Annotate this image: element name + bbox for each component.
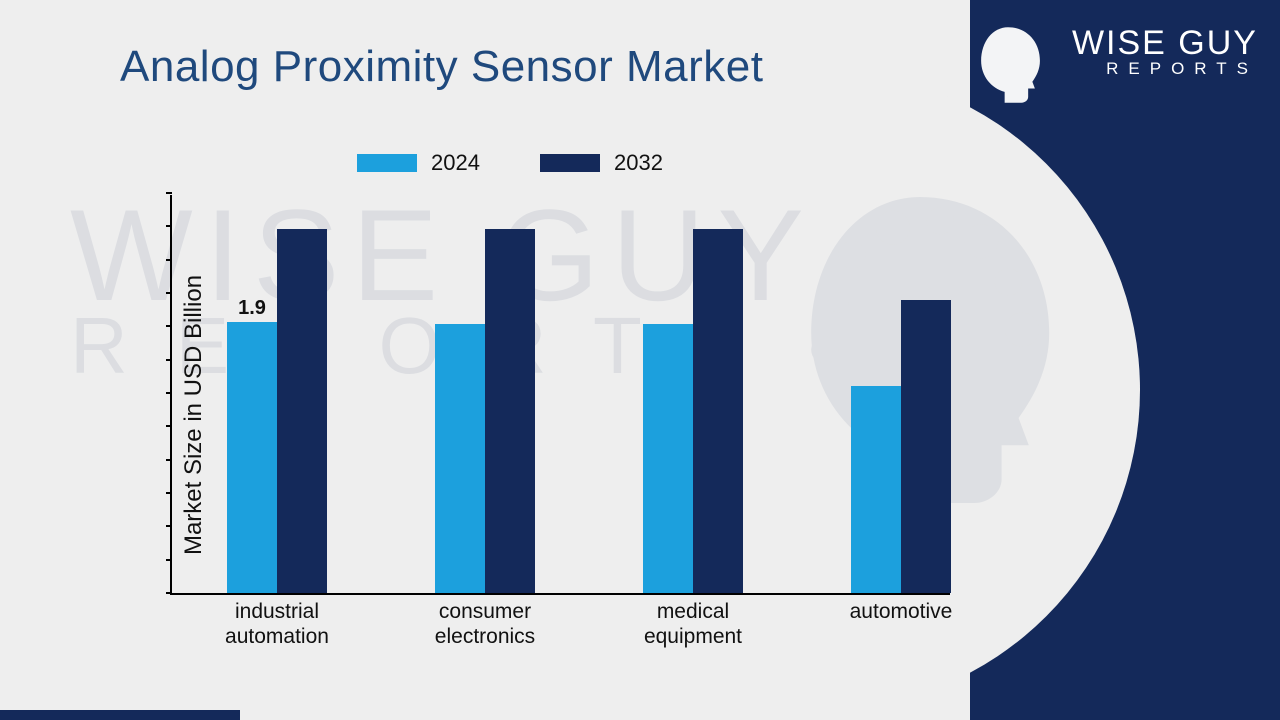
bottom-accent-bar	[0, 710, 240, 720]
bar-2024: 1.9	[227, 322, 277, 593]
chart-title: Analog Proximity Sensor Market	[120, 42, 763, 92]
x-axis-label: automotive	[811, 593, 991, 624]
y-tick	[166, 225, 172, 227]
bar-2024	[435, 324, 485, 593]
bar-2032	[485, 229, 535, 593]
brand-logo: WISE GUY REPORTS	[1072, 24, 1258, 79]
legend-item-2032: 2032	[540, 150, 663, 176]
logo-line1: WISE GUY	[1072, 24, 1258, 63]
y-tick	[166, 559, 172, 561]
bar-2032	[901, 300, 951, 593]
y-tick	[166, 325, 172, 327]
logo-head-icon	[966, 20, 1050, 110]
bar-group: consumerelectronics	[420, 229, 550, 593]
plot-area: 1.9industrialautomation consumerelectroni…	[170, 195, 950, 595]
bar-group: medicalequipment	[628, 229, 758, 593]
y-tick	[166, 525, 172, 527]
y-tick	[166, 425, 172, 427]
legend-label-2032: 2032	[614, 150, 663, 176]
legend: 2024 2032	[60, 150, 960, 176]
chart-area: Market Size in USD Billion 2024 2032 1.9…	[60, 160, 960, 670]
y-tick	[166, 492, 172, 494]
y-tick	[166, 192, 172, 194]
y-tick	[166, 592, 172, 594]
y-tick	[166, 459, 172, 461]
y-tick	[166, 359, 172, 361]
bar-value-label: 1.9	[227, 297, 277, 322]
bar-2032	[277, 229, 327, 593]
bar-group: automotive	[836, 300, 966, 593]
page-root: WISE GUY REPORTS WISE GUY REPORTS Analog…	[0, 0, 1280, 720]
bar-2024	[851, 386, 901, 593]
legend-swatch-2032	[540, 154, 600, 172]
x-axis-label: consumerelectronics	[395, 593, 575, 649]
legend-swatch-2024	[357, 154, 417, 172]
y-tick	[166, 292, 172, 294]
legend-item-2024: 2024	[357, 150, 480, 176]
y-tick	[166, 392, 172, 394]
x-axis-label: industrialautomation	[187, 593, 367, 649]
bar-2032	[693, 229, 743, 593]
bar-group: 1.9industrialautomation	[212, 229, 342, 593]
bar-2024	[643, 324, 693, 593]
y-tick	[166, 259, 172, 261]
x-axis-label: medicalequipment	[603, 593, 783, 649]
legend-label-2024: 2024	[431, 150, 480, 176]
